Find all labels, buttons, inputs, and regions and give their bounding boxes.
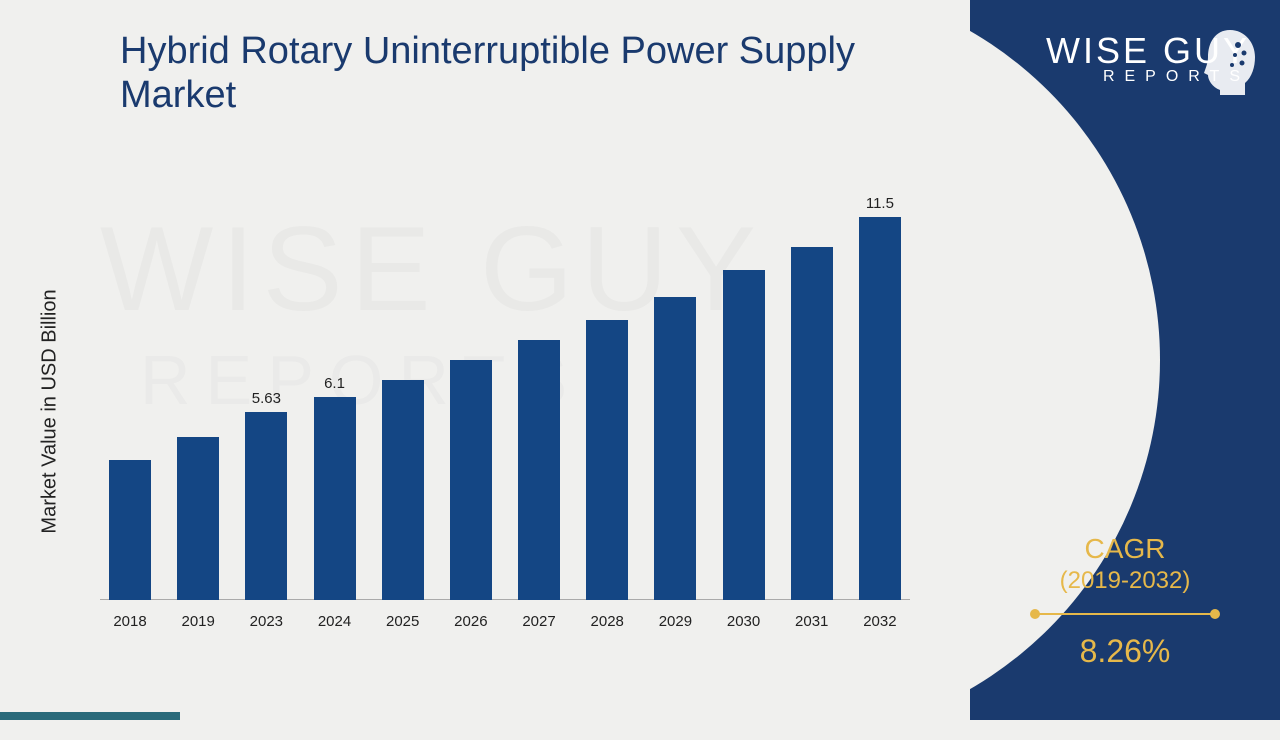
x-tick-label: 2018 bbox=[100, 613, 160, 630]
x-tick-label: 2026 bbox=[441, 613, 501, 630]
cagr-divider bbox=[1035, 613, 1215, 615]
chart-title: Hybrid Rotary Uninterruptible Power Supp… bbox=[120, 30, 900, 117]
cagr-years: (2019-2032) bbox=[1000, 567, 1250, 595]
bars-area: 5.63 6.1 11.5 bbox=[100, 180, 910, 600]
bar-wrap: 11.5 bbox=[850, 195, 910, 600]
x-tick-label: 2031 bbox=[782, 613, 842, 630]
cagr-label: CAGR bbox=[1000, 533, 1250, 565]
y-axis-label: Market Value in USD Billion bbox=[39, 289, 62, 533]
bar bbox=[314, 397, 356, 600]
bar bbox=[245, 412, 287, 600]
bar-wrap bbox=[100, 438, 160, 600]
cagr-value: 8.26% bbox=[1000, 633, 1250, 670]
bar bbox=[859, 217, 901, 600]
x-tick-label: 2032 bbox=[850, 613, 910, 630]
x-tick-label: 2023 bbox=[236, 613, 296, 630]
bottom-accent-bar bbox=[0, 712, 180, 720]
bar-wrap bbox=[714, 248, 774, 600]
cagr-callout: CAGR (2019-2032) 8.26% bbox=[1000, 533, 1250, 670]
x-tick-label: 2029 bbox=[645, 613, 705, 630]
bar bbox=[177, 437, 219, 600]
bar-wrap bbox=[509, 318, 569, 600]
bar bbox=[723, 270, 765, 600]
bar bbox=[450, 360, 492, 600]
x-tick-label: 2025 bbox=[373, 613, 433, 630]
bar-value-label: 6.1 bbox=[324, 375, 345, 393]
bar bbox=[586, 320, 628, 600]
brand-logo: WISE GUY REPORTS bbox=[1046, 30, 1250, 86]
bar-wrap bbox=[373, 358, 433, 600]
bar bbox=[791, 247, 833, 600]
bar-wrap bbox=[782, 225, 842, 600]
bar bbox=[382, 380, 424, 600]
bar bbox=[654, 297, 696, 600]
bar-value-label: 11.5 bbox=[866, 195, 894, 213]
bar-value-label: 5.63 bbox=[252, 390, 281, 408]
bar bbox=[109, 460, 151, 600]
bar-wrap bbox=[441, 338, 501, 600]
bar-wrap: 5.63 bbox=[236, 390, 296, 600]
bar-wrap bbox=[168, 415, 228, 600]
x-tick-label: 2028 bbox=[577, 613, 637, 630]
bar-wrap bbox=[645, 275, 705, 600]
head-silhouette-icon bbox=[1200, 25, 1260, 95]
x-axis-labels: 2018 2019 2023 2024 2025 2026 2027 2028 2029 2030… bbox=[100, 613, 910, 630]
x-tick-label: 2027 bbox=[509, 613, 569, 630]
bar-chart: Market Value in USD Billion 5.636.111.5 … bbox=[60, 160, 910, 640]
bar-wrap: 6.1 bbox=[305, 375, 365, 600]
bar-wrap bbox=[577, 298, 637, 600]
x-tick-label: 2024 bbox=[305, 613, 365, 630]
x-tick-label: 2030 bbox=[714, 613, 774, 630]
bar bbox=[518, 340, 560, 600]
x-tick-label: 2019 bbox=[168, 613, 228, 630]
